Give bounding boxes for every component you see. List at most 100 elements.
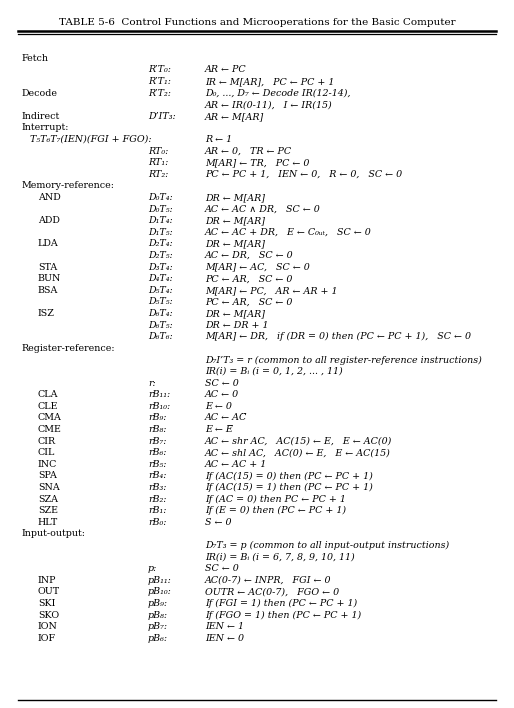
Text: D₆T₅:: D₆T₅: <box>148 321 173 330</box>
Text: PC ← AR,   SC ← 0: PC ← AR, SC ← 0 <box>205 297 292 307</box>
Text: SKO: SKO <box>38 610 59 620</box>
Text: BSA: BSA <box>38 286 59 295</box>
Text: Input-output:: Input-output: <box>22 530 86 538</box>
Text: R ← 1: R ← 1 <box>205 135 232 144</box>
Text: D₇T₃ = p (common to all input-output instructions): D₇T₃ = p (common to all input-output ins… <box>205 541 449 550</box>
Text: CIR: CIR <box>38 437 56 445</box>
Text: IOF: IOF <box>38 634 56 643</box>
Text: D₅T₅:: D₅T₅: <box>148 297 173 307</box>
Text: IEN ← 0: IEN ← 0 <box>205 634 244 643</box>
Text: If (FGI = 1) then (PC ← PC + 1): If (FGI = 1) then (PC ← PC + 1) <box>205 599 357 608</box>
Text: R’T₂:: R’T₂: <box>148 88 171 98</box>
Text: CIL: CIL <box>38 448 56 457</box>
Text: AR ← 0,   TR ← PC: AR ← 0, TR ← PC <box>205 147 292 156</box>
Text: M[AR] ← PC,   AR ← AR + 1: M[AR] ← PC, AR ← AR + 1 <box>205 286 338 295</box>
Text: D₃T₄:: D₃T₄: <box>148 263 173 272</box>
Text: If (E = 0) then (PC ← PC + 1): If (E = 0) then (PC ← PC + 1) <box>205 506 346 515</box>
Text: M[AR] ← DR,   if (DR = 0) then (PC ← PC + 1),   SC ← 0: M[AR] ← DR, if (DR = 0) then (PC ← PC + … <box>205 332 471 341</box>
Text: rB₄:: rB₄: <box>148 472 167 481</box>
Text: D₀T₅:: D₀T₅: <box>148 205 173 214</box>
Text: LDA: LDA <box>38 239 59 249</box>
Text: SPA: SPA <box>38 472 57 481</box>
Text: SKI: SKI <box>38 599 56 608</box>
Text: INP: INP <box>38 576 57 585</box>
Text: RT₀:: RT₀: <box>148 147 169 156</box>
Text: If (FGO = 1) then (PC ← PC + 1): If (FGO = 1) then (PC ← PC + 1) <box>205 610 361 620</box>
Text: pB₁₀:: pB₁₀: <box>148 588 172 596</box>
Text: OUT: OUT <box>38 588 60 596</box>
Text: rB₉:: rB₉: <box>148 413 167 423</box>
Text: D₂T₅:: D₂T₅: <box>148 251 173 260</box>
Text: AC ← DR,   SC ← 0: AC ← DR, SC ← 0 <box>205 251 293 260</box>
Text: S ← 0: S ← 0 <box>205 518 231 527</box>
Text: AR ← IR(0-11),   I ← IR(15): AR ← IR(0-11), I ← IR(15) <box>205 101 333 109</box>
Text: D₆T₆:: D₆T₆: <box>148 332 173 341</box>
Text: M[AR] ← TR,   PC ← 0: M[AR] ← TR, PC ← 0 <box>205 158 309 167</box>
Text: DR ← M[AR]: DR ← M[AR] <box>205 309 265 318</box>
Text: DR ← DR + 1: DR ← DR + 1 <box>205 321 268 330</box>
Text: AR ← PC: AR ← PC <box>205 65 247 74</box>
Text: R’T₀:: R’T₀: <box>148 65 171 74</box>
Text: IR ← M[AR],   PC ← PC + 1: IR ← M[AR], PC ← PC + 1 <box>205 77 335 86</box>
Text: E ← 0: E ← 0 <box>205 402 232 411</box>
Text: Decode: Decode <box>22 88 58 98</box>
Text: SC ← 0: SC ← 0 <box>205 379 238 387</box>
Text: D₀, ..., D₇ ← Decode IR(12-14),: D₀, ..., D₇ ← Decode IR(12-14), <box>205 88 351 98</box>
Text: AC(0-7) ← INPR,   FGI ← 0: AC(0-7) ← INPR, FGI ← 0 <box>205 576 332 585</box>
Text: rB₁₀:: rB₁₀: <box>148 402 170 411</box>
Text: SNA: SNA <box>38 483 60 492</box>
Text: Interrupt:: Interrupt: <box>22 123 69 132</box>
Text: D₅T₄:: D₅T₄: <box>148 286 173 295</box>
Text: AC ← shl AC,   AC(0) ← E,   E ← AC(15): AC ← shl AC, AC(0) ← E, E ← AC(15) <box>205 448 391 457</box>
Text: rB₆:: rB₆: <box>148 448 167 457</box>
Text: rB₇:: rB₇: <box>148 437 167 445</box>
Text: CLE: CLE <box>38 402 59 411</box>
Text: ADD: ADD <box>38 216 60 225</box>
Text: pB₇:: pB₇: <box>148 622 168 632</box>
Text: RT₂:: RT₂: <box>148 170 169 179</box>
Text: DR ← M[AR]: DR ← M[AR] <box>205 193 265 202</box>
Text: rB₅:: rB₅: <box>148 459 167 469</box>
Text: D’IT₃:: D’IT₃: <box>148 112 176 121</box>
Text: D₇I’T₃ = r (common to all register-reference instructions): D₇I’T₃ = r (common to all register-refer… <box>205 355 482 365</box>
Text: rB₁₁:: rB₁₁: <box>148 390 170 399</box>
Text: PC ← AR,   SC ← 0: PC ← AR, SC ← 0 <box>205 274 292 283</box>
Text: PC ← PC + 1,   IEN ← 0,   R ← 0,   SC ← 0: PC ← PC + 1, IEN ← 0, R ← 0, SC ← 0 <box>205 170 402 179</box>
Text: AC ← 0: AC ← 0 <box>205 390 239 399</box>
Text: pB₉:: pB₉: <box>148 599 168 608</box>
Text: r:: r: <box>148 379 156 387</box>
Text: pB₈:: pB₈: <box>148 610 168 620</box>
Text: ISZ: ISZ <box>38 309 55 318</box>
Text: R’T₁:: R’T₁: <box>148 77 171 86</box>
Text: rB₂:: rB₂: <box>148 495 167 503</box>
Text: IEN ← 1: IEN ← 1 <box>205 622 244 632</box>
Text: SZA: SZA <box>38 495 58 503</box>
Text: rB₀:: rB₀: <box>148 518 167 527</box>
Text: AC ← AC + 1: AC ← AC + 1 <box>205 459 267 469</box>
Text: D₁T₅:: D₁T₅: <box>148 228 173 236</box>
Text: INC: INC <box>38 459 58 469</box>
Text: CME: CME <box>38 425 62 434</box>
Text: Register-reference:: Register-reference: <box>22 344 116 353</box>
Text: pB₆:: pB₆: <box>148 634 168 643</box>
Text: AC ← shr AC,   AC(15) ← E,   E ← AC(0): AC ← shr AC, AC(15) ← E, E ← AC(0) <box>205 437 392 445</box>
Text: IR(i) = Bᵢ (i = 6, 7, 8, 9, 10, 11): IR(i) = Bᵢ (i = 6, 7, 8, 9, 10, 11) <box>205 553 355 561</box>
Text: D₁T₄:: D₁T₄: <box>148 216 173 225</box>
Text: pB₁₁:: pB₁₁: <box>148 576 172 585</box>
Text: If (AC = 0) then PC ← PC + 1: If (AC = 0) then PC ← PC + 1 <box>205 495 346 503</box>
Text: SC ← 0: SC ← 0 <box>205 564 238 573</box>
Text: STA: STA <box>38 263 57 272</box>
Text: rB₃:: rB₃: <box>148 483 167 492</box>
Text: rB₈:: rB₈: <box>148 425 167 434</box>
Text: DR ← M[AR]: DR ← M[AR] <box>205 216 265 225</box>
Text: Indirect: Indirect <box>22 112 60 121</box>
Text: RT₁:: RT₁: <box>148 158 169 167</box>
Text: AC ← AC̅: AC ← AC̅ <box>205 413 247 423</box>
Text: If (AC(15) = 1) then (PC ← PC + 1): If (AC(15) = 1) then (PC ← PC + 1) <box>205 483 373 492</box>
Text: D₄T₄:: D₄T₄: <box>148 274 173 283</box>
Text: rB₁:: rB₁: <box>148 506 167 515</box>
Text: AC ← AC + DR,   E ← C₀ᵤₜ,   SC ← 0: AC ← AC + DR, E ← C₀ᵤₜ, SC ← 0 <box>205 228 372 236</box>
Text: OUTR ← AC(0-7),   FGO ← 0: OUTR ← AC(0-7), FGO ← 0 <box>205 588 339 596</box>
Text: p:: p: <box>148 564 157 573</box>
Text: If (AC(15) = 0) then (PC ← PC + 1): If (AC(15) = 0) then (PC ← PC + 1) <box>205 472 373 481</box>
